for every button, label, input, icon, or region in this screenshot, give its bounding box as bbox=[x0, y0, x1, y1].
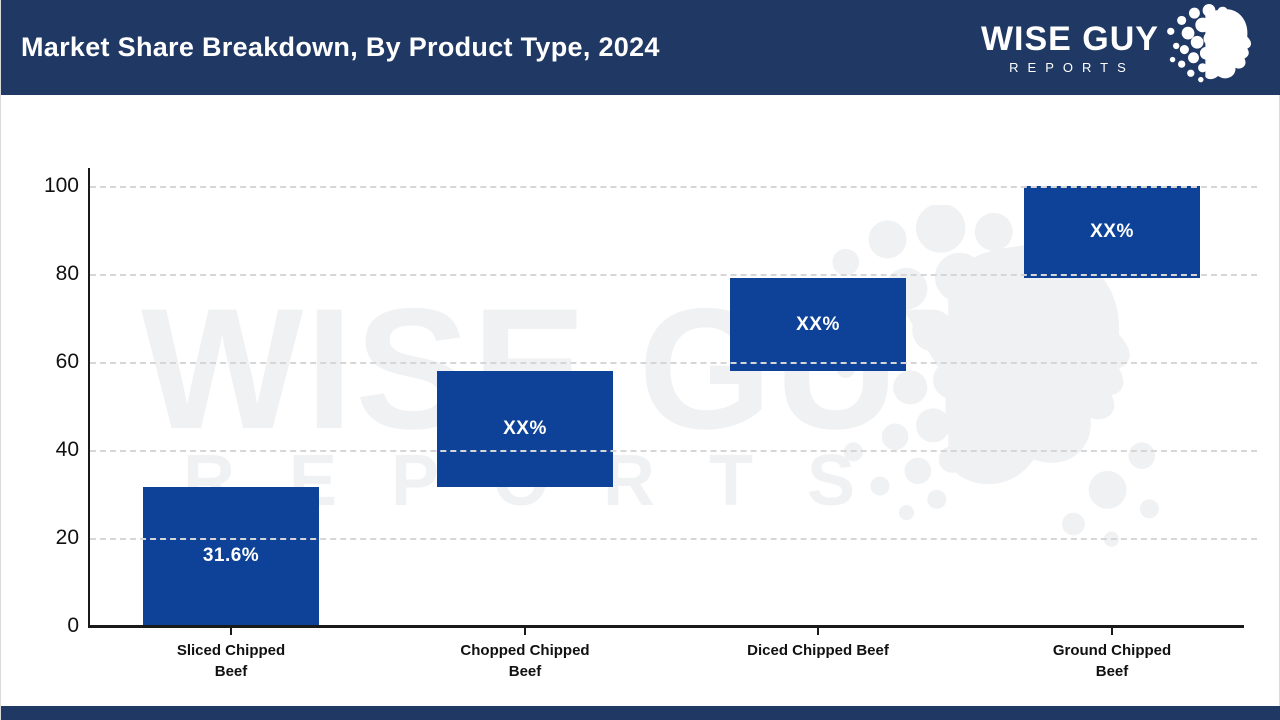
bar-value-label: XX% bbox=[796, 313, 840, 335]
brand-subtitle: REPORTS bbox=[1009, 59, 1135, 75]
gridline-100 bbox=[90, 186, 1257, 188]
x-axis-line bbox=[88, 625, 1244, 628]
bar-value-label: XX% bbox=[503, 418, 547, 440]
footer-bar bbox=[1, 706, 1280, 720]
gridline-20 bbox=[90, 538, 1257, 540]
x-tick-label: Ground Chipped Beef bbox=[1052, 642, 1172, 680]
y-axis-line bbox=[88, 168, 90, 627]
y-tick-label: 0 bbox=[67, 614, 79, 637]
bar-2 bbox=[437, 371, 613, 487]
y-tick-label: 20 bbox=[55, 526, 79, 549]
page-title: Market Share Breakdown, By Product Type,… bbox=[21, 32, 660, 62]
bar-value-label: XX% bbox=[1090, 220, 1134, 242]
x-tick-label: Chopped Chipped Beef bbox=[460, 642, 590, 680]
gridline-80 bbox=[90, 274, 1257, 276]
bar-3 bbox=[730, 277, 906, 372]
x-tick bbox=[817, 627, 819, 635]
brand-logo-text: WISE GUY REPORTS bbox=[981, 22, 1159, 74]
brand-logo: WISE GUY REPORTS bbox=[981, 4, 1255, 91]
y-tick-label: 80 bbox=[55, 262, 79, 285]
brand-name: WISE GUY bbox=[980, 19, 1159, 58]
x-tick-label: Diced Chipped Beef bbox=[747, 642, 889, 659]
gridline-40 bbox=[90, 450, 1257, 452]
bar-value-label: 31.6% bbox=[202, 545, 260, 567]
x-tick bbox=[524, 627, 526, 635]
x-tick bbox=[1111, 627, 1113, 635]
gridline-60 bbox=[90, 362, 1257, 364]
header-bar: Market Share Breakdown, By Product Type,… bbox=[1, 0, 1280, 95]
x-tick-label: Sliced Chipped Beef bbox=[176, 642, 286, 680]
y-tick-label: 100 bbox=[43, 174, 79, 197]
y-tick-label: 60 bbox=[55, 350, 79, 373]
y-tick-label: 40 bbox=[55, 438, 79, 461]
dotted-head-logo-icon bbox=[1163, 4, 1255, 91]
bar-4 bbox=[1024, 186, 1200, 278]
bar-1 bbox=[143, 486, 319, 626]
x-tick bbox=[230, 627, 232, 635]
